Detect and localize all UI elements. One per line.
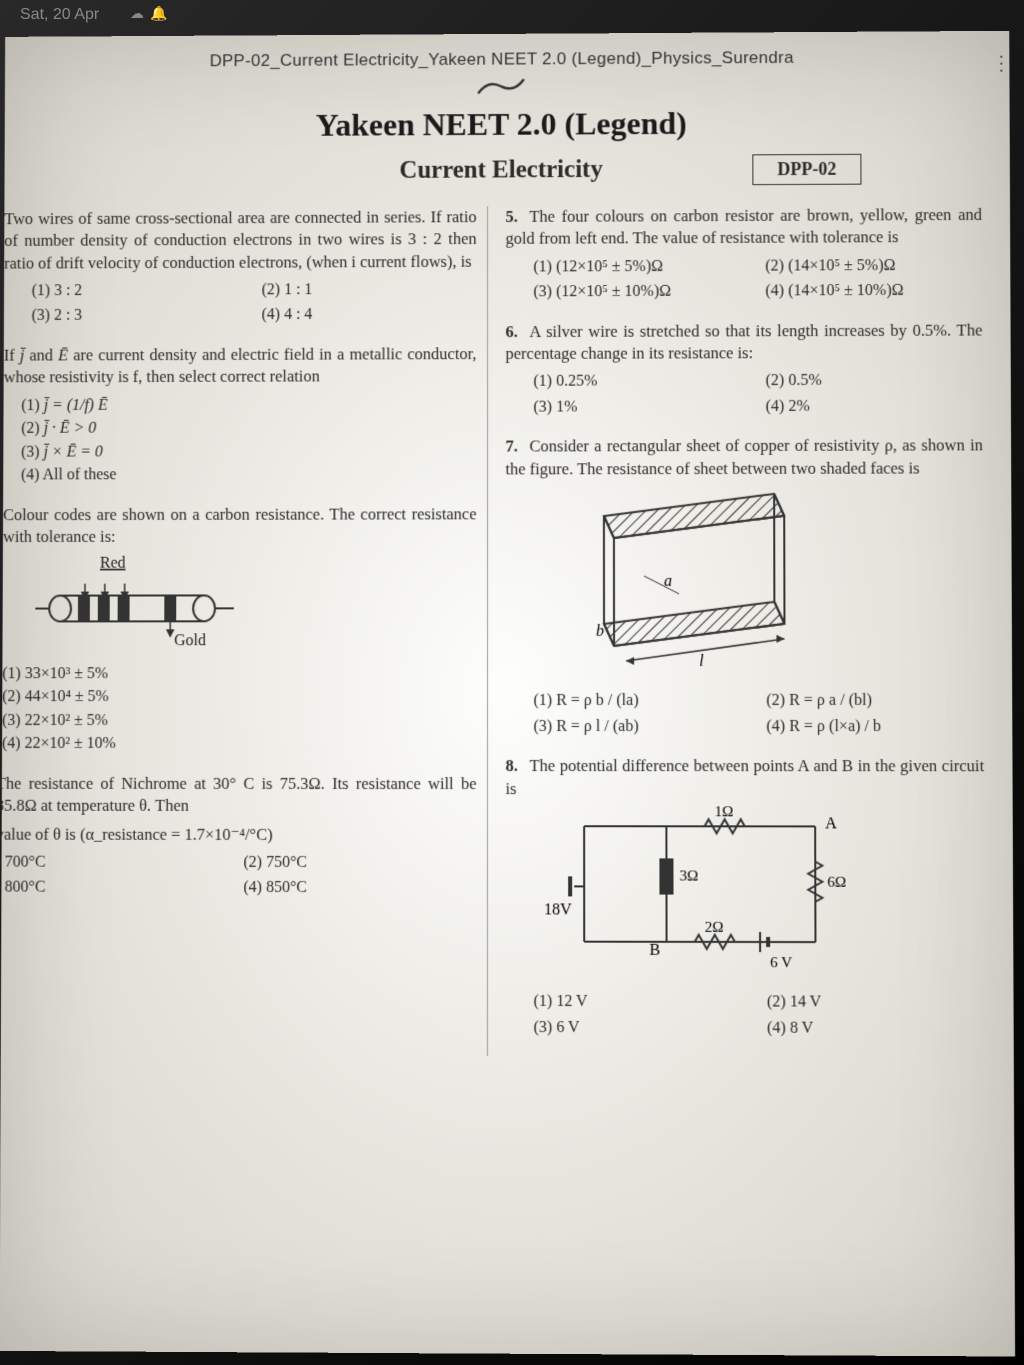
question-3: Colour codes are shown on a carbon resis…	[2, 503, 477, 755]
q6-num: 6.	[505, 321, 529, 343]
q7-opt4: (4) R = ρ (l×a) / b	[766, 716, 984, 738]
cloud-icon: ☁	[130, 6, 144, 23]
svg-text:Gold: Gold	[174, 633, 206, 649]
q3-opt4: (4) 22×10² ± 10%	[2, 733, 476, 755]
q3-figure: Red	[30, 554, 476, 655]
q4-opt3: ) 800°C	[0, 877, 228, 899]
q5-stem: The four colours on carbon resistor are …	[505, 205, 981, 248]
divider-icon	[5, 75, 1002, 103]
status-icons: ☁ 🔔	[130, 6, 167, 23]
q3-opt1: (1) 33×10³ ± 5%	[2, 663, 476, 685]
q6-opt2: (2) 0.5%	[766, 370, 983, 392]
q8-opt2: (2) 14 V	[767, 992, 985, 1014]
q8-stem: The potential difference between points …	[506, 756, 985, 797]
q1-opt3: (3) 2 : 3	[32, 305, 246, 327]
q6-opt3: (3) 1%	[533, 396, 749, 418]
svg-text:2Ω: 2Ω	[704, 920, 723, 936]
q7-opt3: (3) R = ρ l / (ab)	[534, 716, 751, 738]
q4-opt4: (4) 850°C	[243, 877, 476, 899]
q6-opt1: (1) 0.25%	[533, 370, 749, 392]
q5-opt2: (2) (14×10⁵ ± 5%)Ω	[765, 254, 982, 276]
question-1: Two wires of same cross-sectional area a…	[4, 206, 477, 327]
page: ⋮ DPP-02_Current Electricity_Yakeen NEET…	[0, 31, 1015, 1357]
svg-text:18V: 18V	[544, 901, 572, 918]
q8-opt1: (1) 12 V	[534, 991, 751, 1013]
q5-opt4: (4) (14×10⁵ ± 10%)Ω	[765, 280, 982, 302]
q2-opt1: (1) j̄ = (1/f) Ē	[21, 393, 476, 416]
q1-opt4: (4) 4 : 4	[262, 304, 477, 326]
q8-opt4: (4) 8 V	[767, 1017, 985, 1039]
left-column: Two wires of same cross-sectional area a…	[1, 206, 488, 1056]
svg-text:b: b	[596, 623, 604, 640]
q7-opt2: (2) R = ρ a / (bl)	[766, 690, 984, 712]
svg-text:6Ω: 6Ω	[827, 875, 845, 891]
q2-stem: If j̄ and Ē are current density and elec…	[4, 343, 477, 389]
q7-num: 7.	[505, 436, 529, 458]
svg-text:Red: Red	[100, 555, 126, 572]
q6-stem: A silver wire is stretched so that its l…	[505, 320, 982, 363]
q6-opt4: (4) 2%	[766, 395, 983, 417]
svg-text:A: A	[825, 815, 837, 832]
q4-opt1: ) 700°C	[0, 851, 228, 873]
question-5: 5.The four colours on carbon resistor ar…	[505, 204, 982, 303]
svg-text:3Ω: 3Ω	[679, 868, 698, 884]
q1-opt1: (1) 3 : 2	[32, 279, 246, 301]
main-title: Yakeen NEET 2.0 (Legend)	[5, 103, 1002, 145]
q2-opt3: (3) j̄ × Ē = 0	[21, 440, 476, 463]
q3-stem: Colour codes are shown on a carbon resis…	[3, 503, 477, 548]
question-8: 8.The potential difference between point…	[506, 755, 986, 1039]
q4-stem: The resistance of Nichrome at 30° C is 7…	[0, 773, 476, 818]
status-time: Sat, 20 Apr	[20, 6, 99, 24]
q8-circuit: 1Ω A 3Ω 6Ω 18V	[534, 806, 986, 984]
q3-opt2: (2) 44×10⁴ ± 5%	[2, 686, 476, 708]
question-7: 7.Consider a rectangular sheet of copper…	[505, 435, 984, 738]
svg-text:l: l	[699, 653, 704, 670]
q5-opt3: (3) (12×10⁵ ± 10%)Ω	[533, 281, 749, 303]
q3-opt3: (3) 22×10² ± 5%	[2, 710, 476, 732]
q2-opt4: (4) All of these	[21, 464, 477, 486]
q7-stem: Consider a rectangular sheet of copper o…	[505, 436, 982, 478]
question-6: 6.A silver wire is stretched so that its…	[505, 319, 982, 418]
dpp-box: DPP-02	[752, 153, 861, 184]
svg-text:B: B	[649, 942, 660, 959]
q8-num: 8.	[506, 755, 530, 777]
q1-stem: Two wires of same cross-sectional area a…	[4, 206, 477, 274]
q2-opt2: (2) j̄ · Ē > 0	[21, 417, 476, 440]
q1-opt2: (2) 1 : 1	[262, 278, 477, 300]
side-menu-icon[interactable]: ⋮	[991, 51, 1011, 76]
bell-icon: 🔔	[150, 6, 167, 23]
svg-text:1Ω: 1Ω	[714, 806, 733, 820]
subtitle: Current Electricity	[399, 156, 602, 185]
q4-opt2: (2) 750°C	[243, 852, 476, 874]
q7-opt1: (1) R = ρ b / (la)	[534, 690, 751, 712]
svg-text:6 V: 6 V	[770, 955, 792, 971]
right-column: 5.The four colours on carbon resistor ar…	[487, 204, 1005, 1058]
q7-figure: a b l	[533, 485, 983, 682]
question-2: If j̄ and Ē are current density and elec…	[3, 343, 476, 486]
q5-opt1: (1) (12×10⁵ ± 5%)Ω	[533, 255, 749, 277]
question-4: The resistance of Nichrome at 30° C is 7…	[0, 773, 476, 899]
doc-header: DPP-02_Current Electricity_Yakeen NEET 2…	[5, 47, 1001, 73]
q8-opt3: (3) 6 V	[534, 1017, 751, 1039]
q5-num: 5.	[505, 206, 529, 228]
